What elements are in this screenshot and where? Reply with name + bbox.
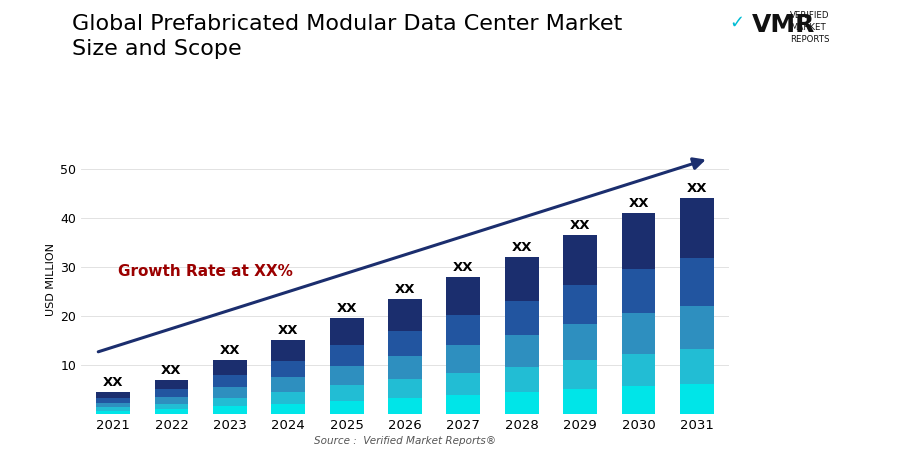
Text: XX: XX [570, 219, 590, 232]
Bar [622, 386, 655, 414]
Bar [271, 392, 305, 404]
Bar [388, 331, 422, 356]
Bar [329, 385, 364, 400]
Bar [505, 257, 539, 301]
Bar [680, 258, 714, 306]
Text: XX: XX [278, 324, 299, 338]
Text: ✓: ✓ [729, 14, 744, 32]
Text: Source :  Verified Market Reports®: Source : Verified Market Reports® [314, 436, 496, 446]
Bar [271, 377, 305, 392]
Bar [96, 398, 130, 403]
Bar [563, 324, 597, 360]
Bar [96, 407, 130, 411]
Bar [563, 285, 597, 324]
Bar [388, 398, 422, 414]
Bar [213, 398, 247, 406]
Bar [680, 306, 714, 349]
Bar [622, 213, 655, 269]
Text: Growth Rate at XX%: Growth Rate at XX% [118, 264, 292, 279]
Bar [213, 360, 247, 375]
Bar [329, 366, 364, 385]
Bar [446, 345, 481, 373]
Bar [505, 392, 539, 414]
Bar [388, 356, 422, 379]
Text: XX: XX [628, 197, 649, 210]
Bar [155, 397, 188, 404]
Bar [213, 387, 247, 398]
Bar [680, 384, 714, 414]
Text: XX: XX [511, 241, 532, 254]
Bar [155, 409, 188, 414]
Bar [213, 375, 247, 387]
Bar [155, 404, 188, 409]
Text: VERIFIED
MARKET
REPORTS: VERIFIED MARKET REPORTS [790, 11, 830, 44]
Bar [271, 404, 305, 414]
Text: XX: XX [161, 364, 182, 377]
Bar [446, 373, 481, 395]
Text: XX: XX [220, 344, 240, 357]
Bar [329, 345, 364, 366]
Bar [446, 315, 481, 345]
Text: XX: XX [103, 376, 123, 389]
Bar [388, 299, 422, 331]
Bar [329, 400, 364, 414]
Bar [271, 361, 305, 377]
Bar [96, 403, 130, 407]
Bar [213, 406, 247, 414]
Bar [563, 389, 597, 414]
Bar [96, 411, 130, 414]
Y-axis label: USD MILLION: USD MILLION [46, 243, 56, 315]
Bar [622, 313, 655, 354]
Bar [505, 335, 539, 367]
Bar [329, 318, 364, 345]
Bar [271, 340, 305, 361]
Bar [446, 395, 481, 414]
Text: VMR: VMR [752, 14, 814, 37]
Bar [155, 380, 188, 389]
Bar [388, 379, 422, 398]
Text: Global Prefabricated Modular Data Center Market
Size and Scope: Global Prefabricated Modular Data Center… [72, 14, 622, 59]
Bar [96, 392, 130, 398]
Text: XX: XX [453, 261, 473, 274]
Bar [505, 367, 539, 392]
Bar [155, 389, 188, 397]
Bar [680, 349, 714, 384]
Bar [563, 360, 597, 389]
Bar [622, 269, 655, 313]
Bar [446, 277, 481, 315]
Bar [505, 301, 539, 335]
Bar [622, 354, 655, 386]
Bar [563, 235, 597, 285]
Bar [680, 198, 714, 258]
Text: XX: XX [337, 302, 357, 315]
Text: XX: XX [395, 283, 415, 296]
Text: XX: XX [687, 182, 707, 195]
